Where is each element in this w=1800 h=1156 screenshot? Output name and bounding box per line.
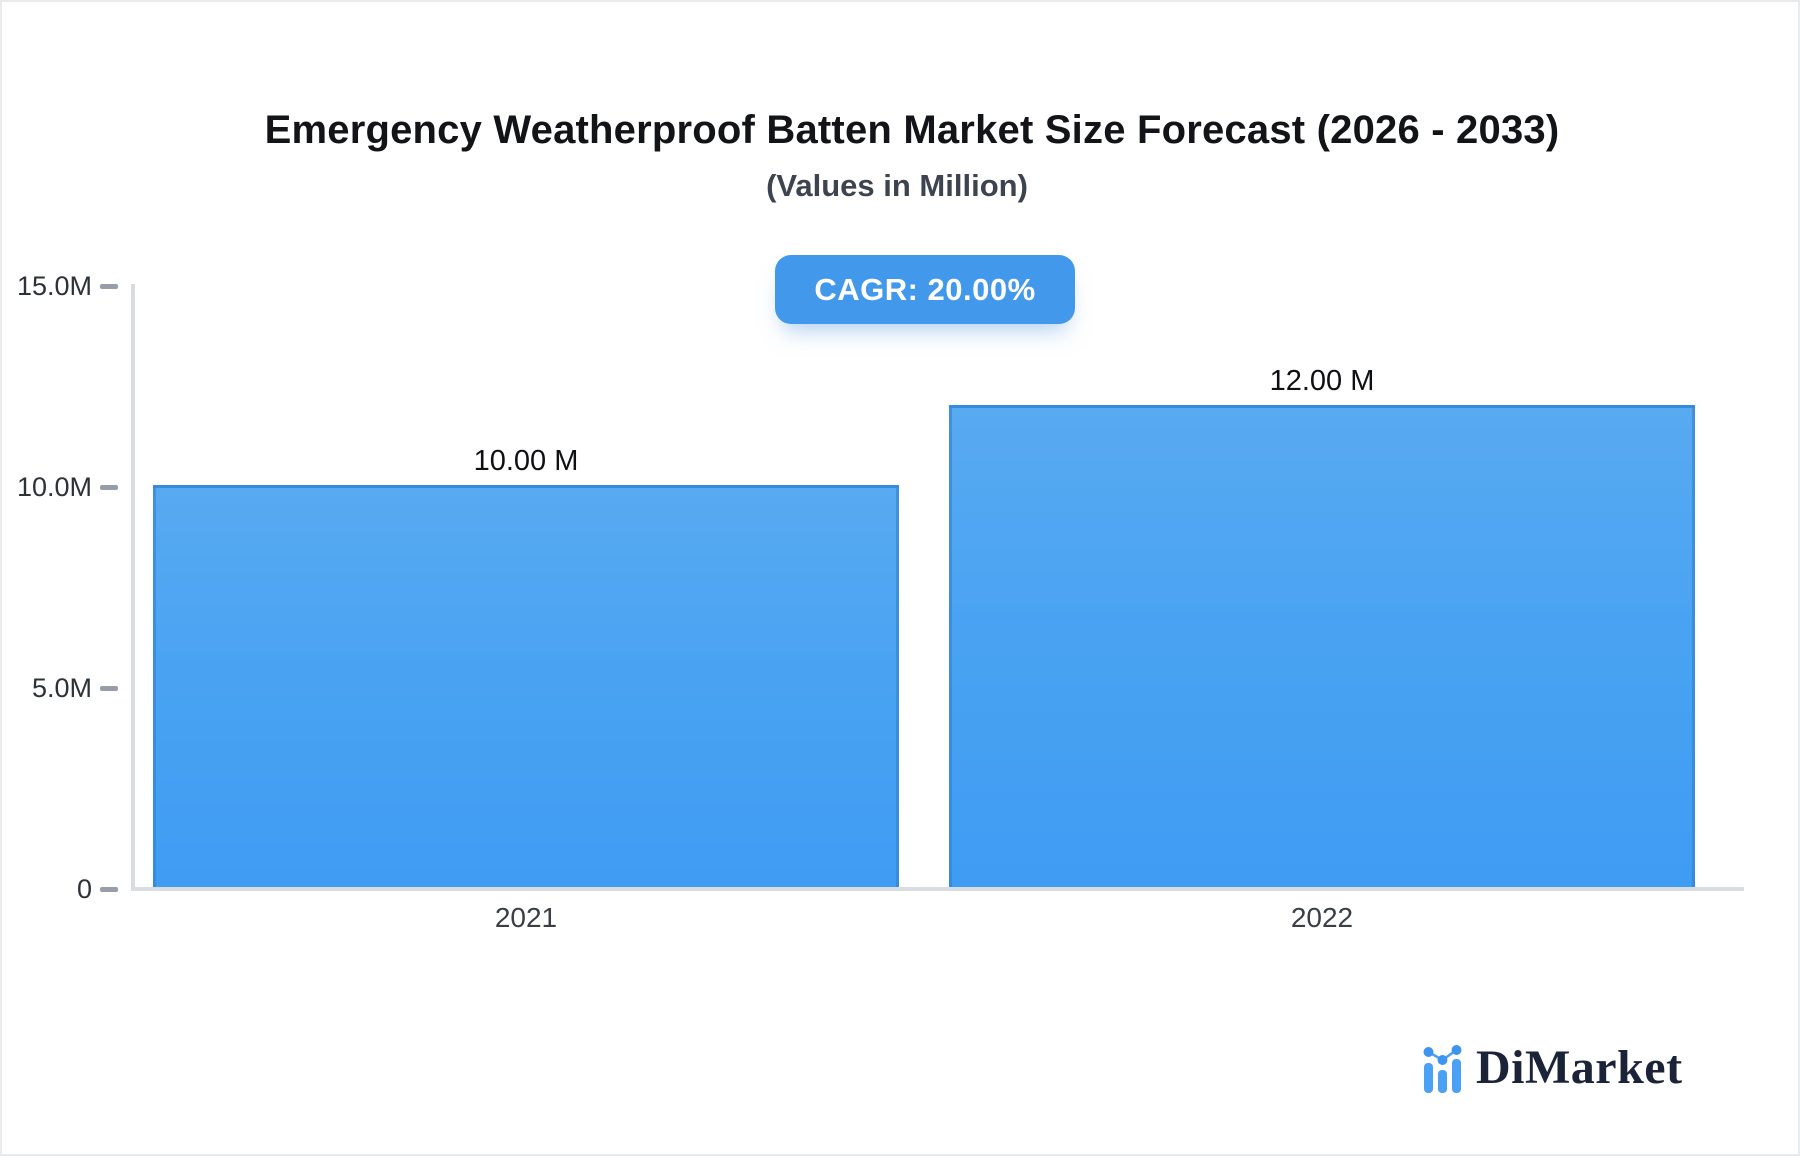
y-axis-tick-mark	[100, 485, 118, 490]
bar-chart-logo-icon	[1422, 1043, 1466, 1093]
y-axis-line	[131, 284, 135, 891]
cagr-badge: CAGR: 20.00%	[775, 255, 1075, 324]
y-axis-tick-label: 10.0M	[16, 472, 92, 502]
bar-value-label-2022: 12.00 M	[1269, 365, 1375, 397]
chart-title: Emergency Weatherproof Batten Market Siz…	[264, 108, 1560, 152]
chart-subtitle: (Values in Million)	[766, 168, 1028, 203]
bar-2022	[949, 405, 1695, 887]
y-axis-tick-mark	[100, 284, 118, 289]
y-axis-tick-mark	[100, 686, 118, 691]
y-axis-tick-label: 0	[76, 874, 92, 904]
y-axis-tick-label: 15.0M	[16, 271, 92, 301]
y-axis-tick-mark	[100, 887, 118, 892]
y-axis-tick-label: 5.0M	[31, 673, 92, 703]
bar-2021	[153, 485, 899, 887]
dimarket-logo: DiMarket	[1422, 1040, 1683, 1096]
logo-text: DiMarket	[1476, 1041, 1683, 1094]
x-axis-line	[131, 887, 1744, 891]
x-axis-label-2022: 2022	[1290, 902, 1354, 933]
x-axis-label-2021: 2021	[494, 902, 558, 933]
bar-value-label-2021: 10.00 M	[473, 445, 579, 477]
